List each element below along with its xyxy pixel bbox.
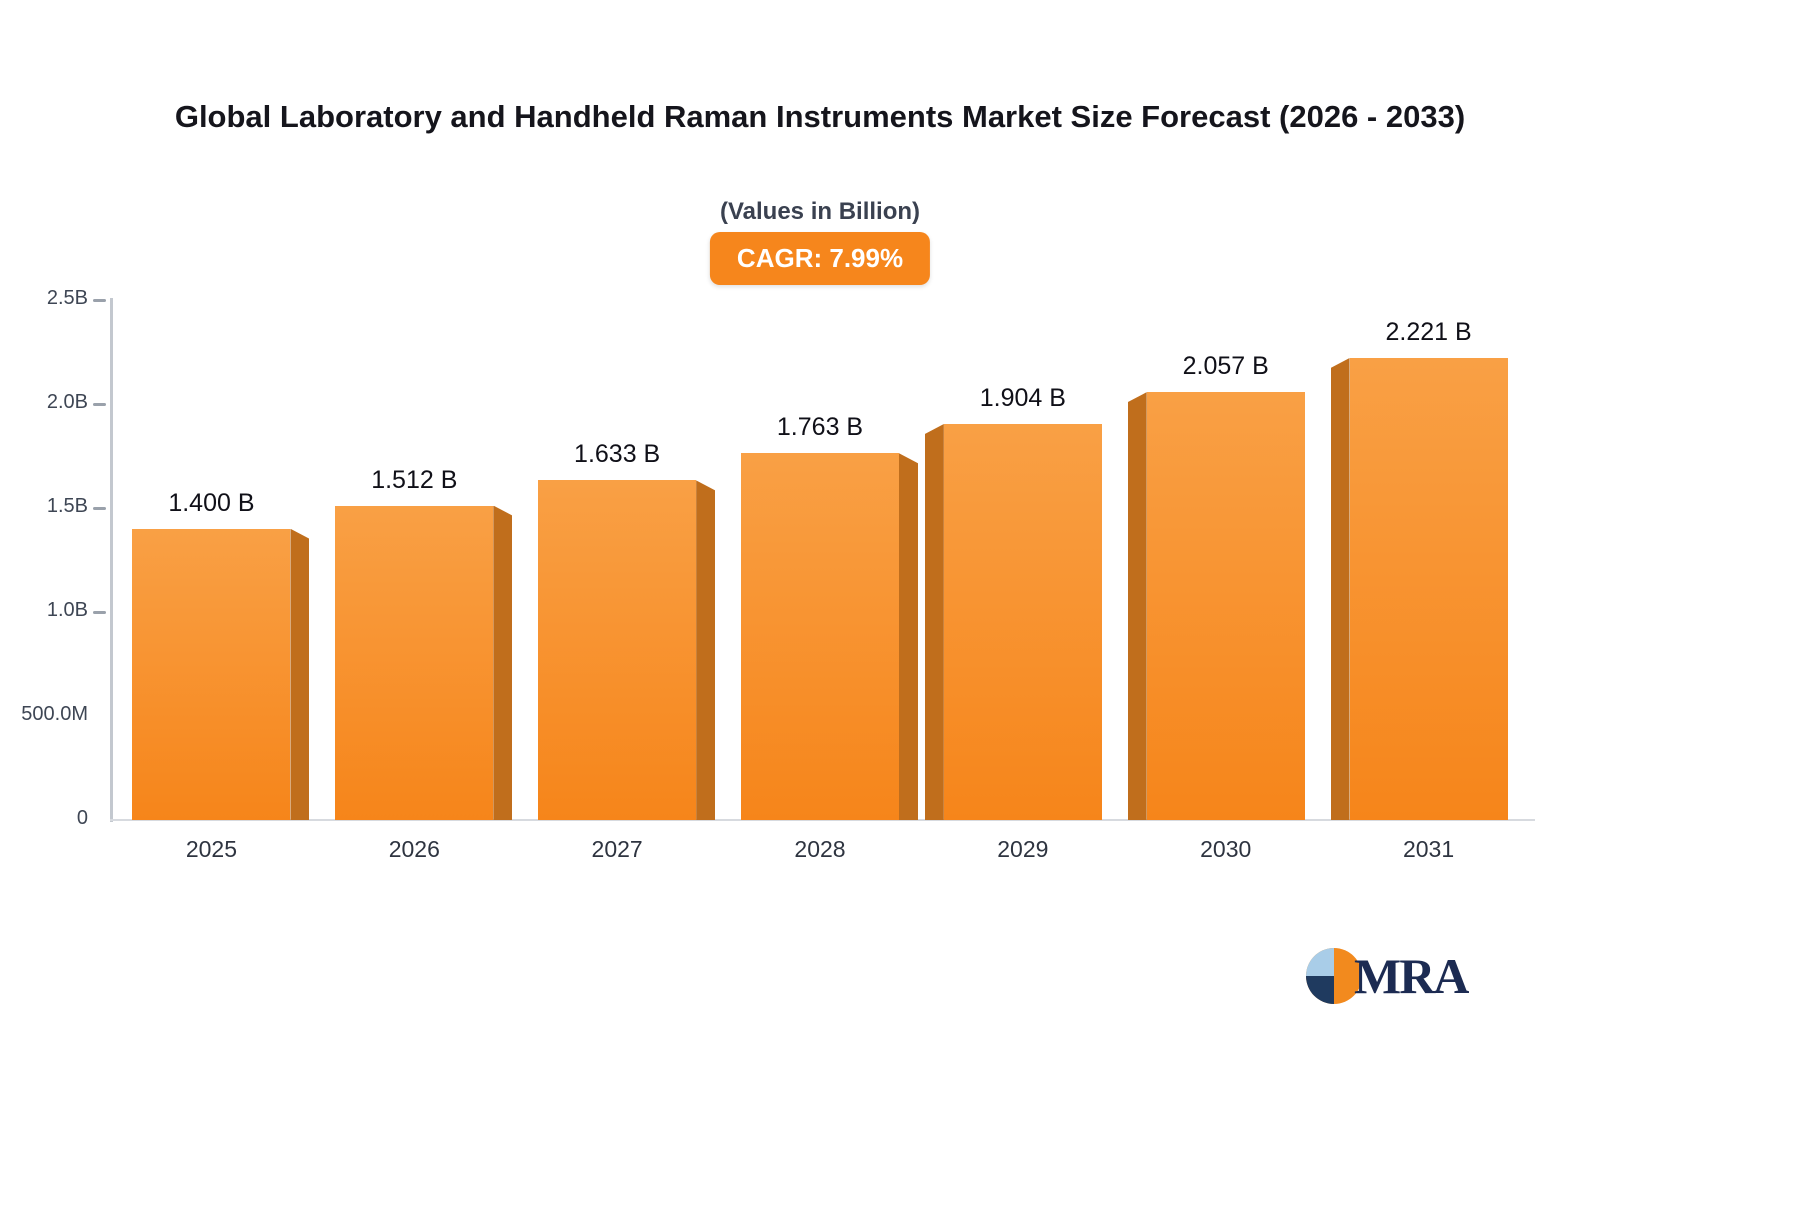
bar-value-label: 1.512 B [371, 465, 458, 494]
logo-pie-lightblue [1306, 948, 1334, 976]
bar-side-shade [924, 423, 944, 820]
bar-side-shade [493, 505, 513, 820]
mra-logo-icon [1306, 948, 1362, 1004]
y-axis-tick-mark [93, 611, 106, 614]
x-axis-baseline [110, 819, 1535, 821]
chart-title: Global Laboratory and Handheld Raman Ins… [174, 99, 1466, 134]
bar-value-label: 1.633 B [574, 440, 661, 469]
y-axis-tick-label: 1.5B [46, 495, 88, 517]
y-axis-tick-label: 1.0B [46, 599, 88, 621]
bar-value-label: 2.057 B [1182, 352, 1269, 381]
bar-value-label: 2.221 B [1385, 318, 1472, 347]
y-axis-line [110, 298, 113, 822]
x-axis-label: 2030 [1200, 836, 1252, 862]
y-axis-tick-label: 2.5B [46, 287, 88, 309]
y-axis-tick-label: 2.0B [46, 391, 88, 413]
y-axis-tick-mark [93, 403, 106, 406]
x-axis-label: 2031 [1402, 836, 1455, 862]
bar-value-label: 1.763 B [776, 413, 864, 442]
y-axis-tick-mark [93, 507, 106, 510]
bar [132, 528, 291, 820]
y-axis-tick-label: 0 [76, 807, 88, 829]
bar-value-label: 1.400 B [168, 488, 255, 517]
y-axis-tick-mark [93, 299, 106, 302]
bar-side-shade [899, 453, 918, 820]
x-axis-label: 2029 [997, 836, 1049, 862]
bar [1146, 392, 1305, 820]
bar-side-shade [290, 528, 310, 820]
x-axis-label: 2028 [794, 836, 846, 862]
bar [741, 453, 899, 820]
bar [943, 423, 1102, 820]
cagr-badge: CAGR: 7.99% [709, 232, 931, 285]
bar-value-label: 1.904 B [979, 383, 1066, 412]
bar [1349, 358, 1508, 820]
y-axis-tick-label: 500.0M [21, 703, 88, 725]
bar-side-shade [1127, 392, 1147, 820]
bar [335, 505, 494, 820]
mra-logo-text: MRA [1354, 948, 1469, 1004]
bar-side-shade [696, 480, 716, 820]
mra-logo: MRA [1306, 948, 1469, 1004]
logo-pie-navy [1306, 976, 1334, 1004]
x-axis-label: 2025 [185, 836, 238, 862]
x-axis-label: 2026 [388, 836, 440, 862]
x-axis-label: 2027 [591, 836, 643, 862]
bar-side-shade [1330, 358, 1350, 820]
chart-subtitle: (Values in Billion) [719, 198, 921, 225]
bar [538, 480, 697, 820]
